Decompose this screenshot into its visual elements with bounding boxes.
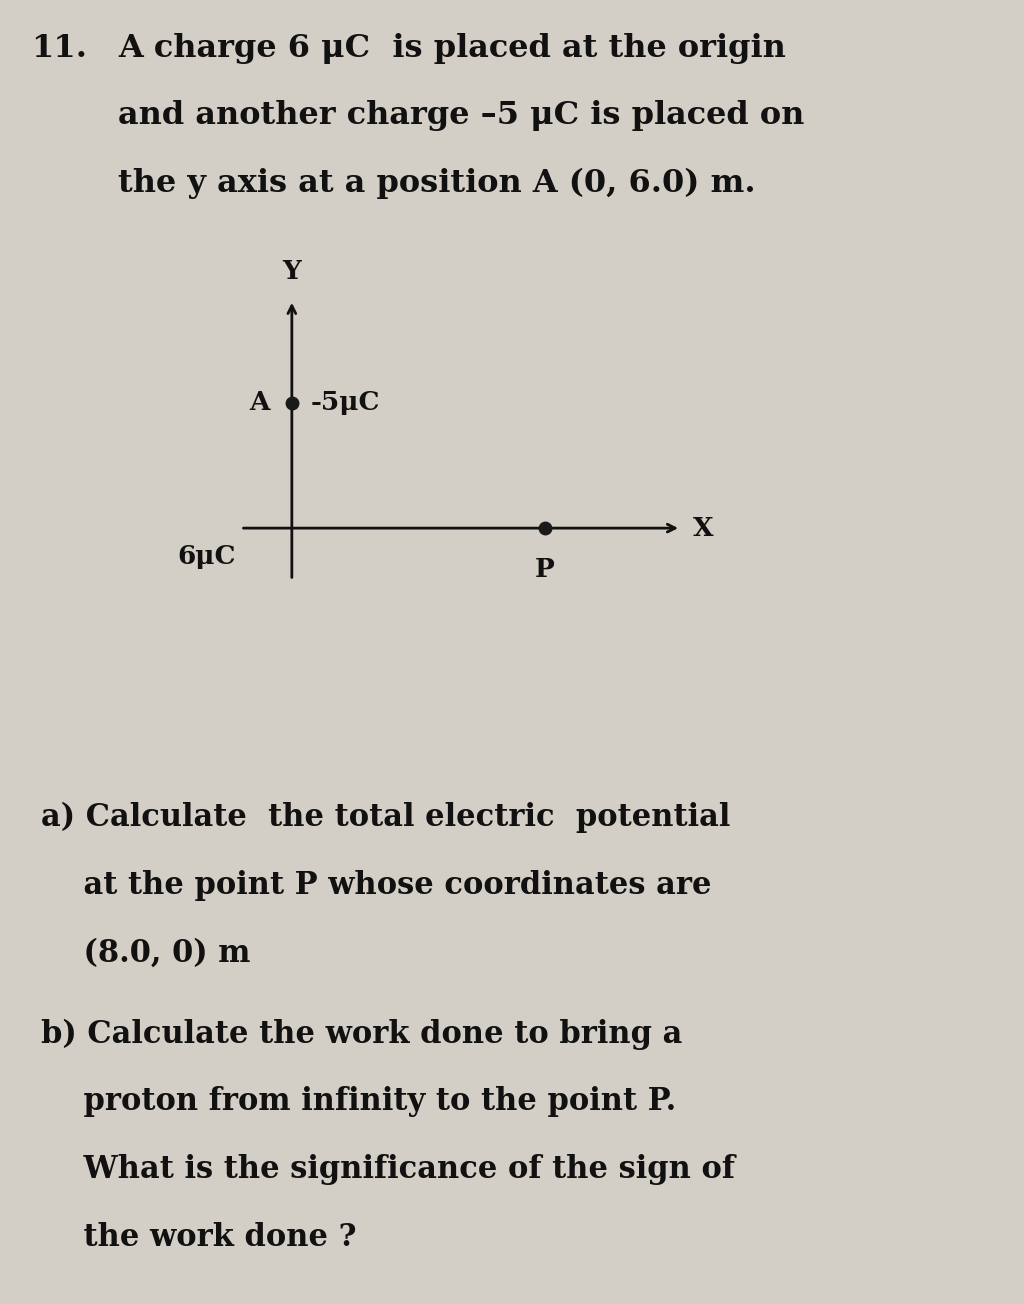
Text: at the point P whose coordinates are: at the point P whose coordinates are	[41, 870, 712, 901]
Text: P: P	[535, 557, 555, 582]
Text: the work done ?: the work done ?	[41, 1222, 356, 1253]
Text: X: X	[693, 515, 714, 541]
Text: A: A	[249, 390, 269, 415]
Text: 11.: 11.	[31, 33, 87, 64]
Text: A charge 6 μC  is placed at the origin: A charge 6 μC is placed at the origin	[118, 33, 785, 64]
Text: p: p	[722, 1303, 735, 1304]
Text: b) Calculate the work done to bring a: b) Calculate the work done to bring a	[41, 1018, 682, 1050]
Text: What is the significance of the sign of: What is the significance of the sign of	[41, 1154, 735, 1185]
Text: Y: Y	[283, 259, 301, 284]
Text: 6μC: 6μC	[177, 544, 236, 569]
Text: -5μC: -5μC	[310, 390, 380, 415]
Text: and another charge –5 μC is placed on: and another charge –5 μC is placed on	[118, 100, 804, 132]
Text: a) Calculate  the total electric  potential: a) Calculate the total electric potentia…	[41, 802, 730, 833]
Text: the y axis at a position A (0, 6.0) m.: the y axis at a position A (0, 6.0) m.	[118, 168, 756, 200]
Text: (8.0, 0) m: (8.0, 0) m	[41, 938, 251, 969]
Text: proton from infinity to the point P.: proton from infinity to the point P.	[41, 1086, 676, 1118]
